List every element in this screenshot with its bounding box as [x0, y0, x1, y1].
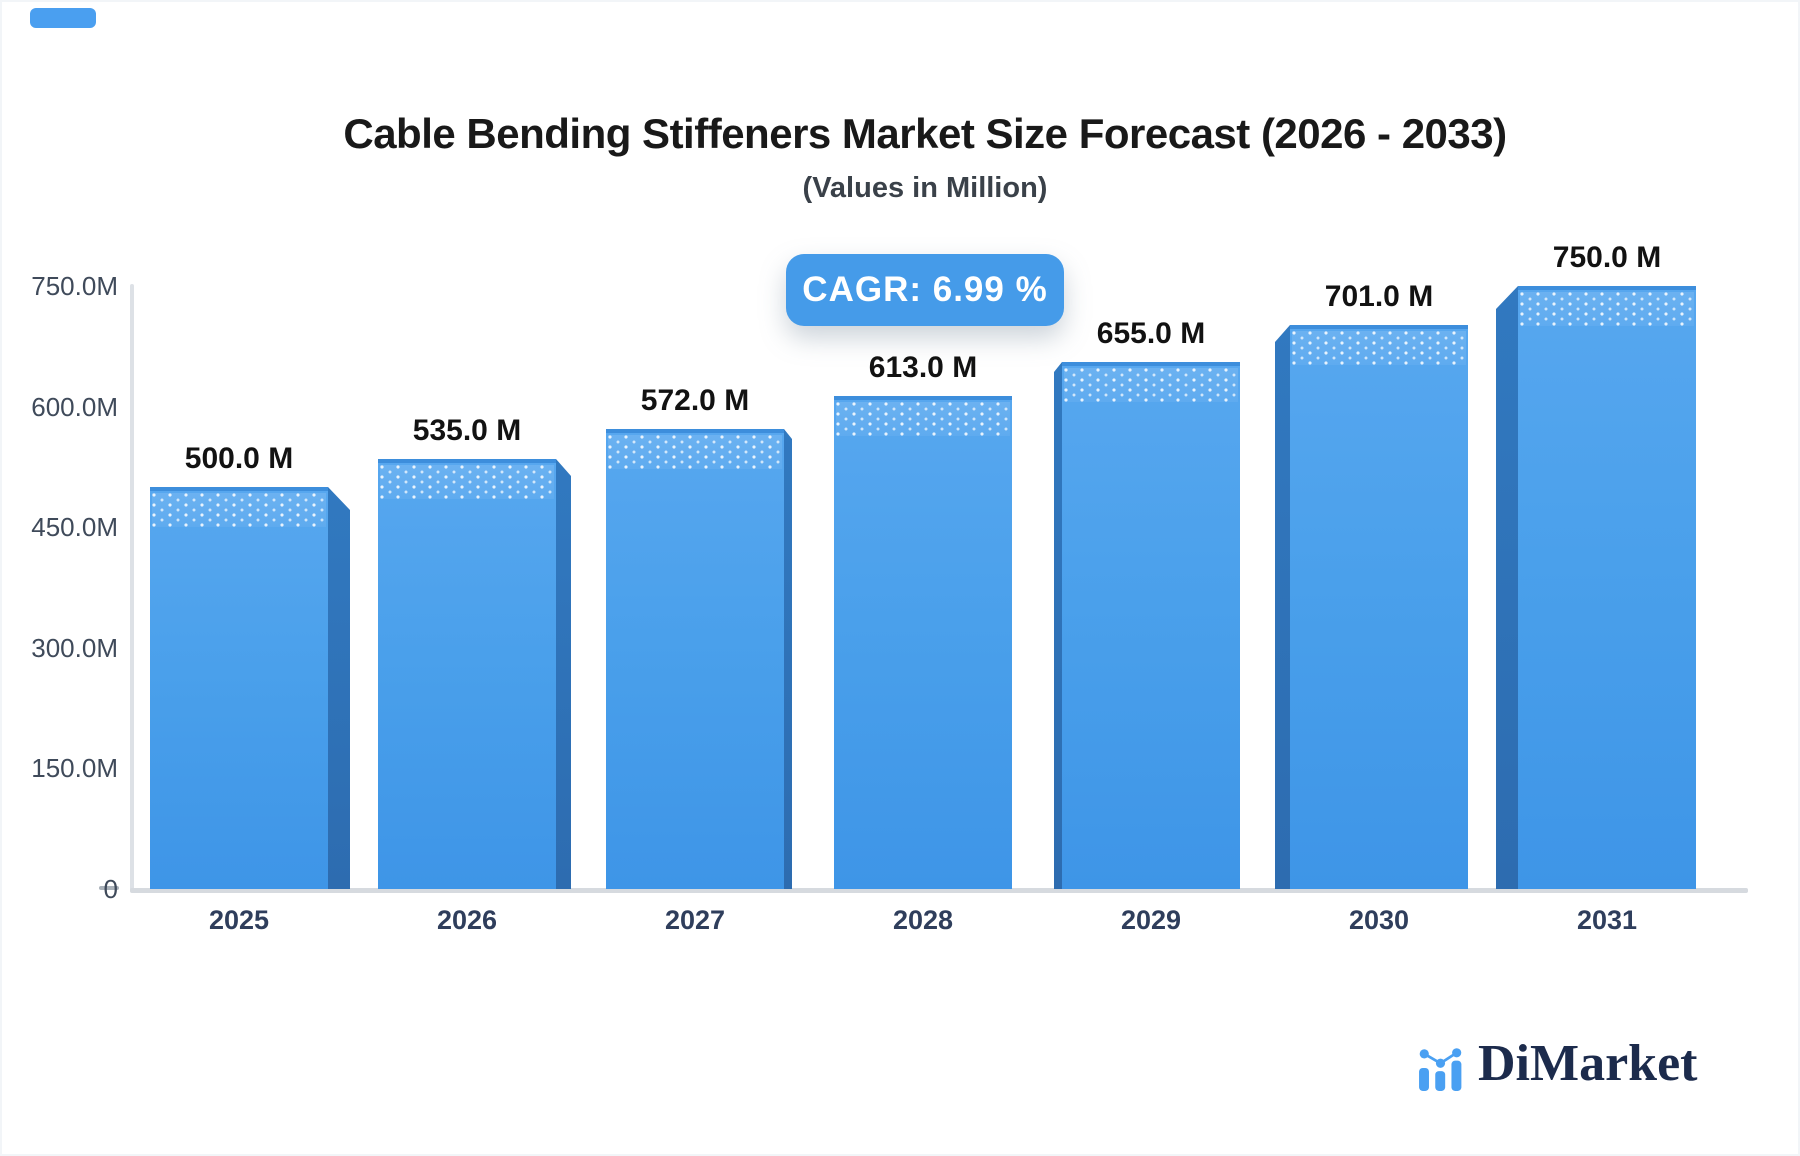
chart-subtitle: (Values in Million): [802, 172, 1048, 204]
x-axis-category-label: 2031: [1576, 905, 1638, 935]
x-axis-category-label: 2027: [664, 905, 726, 935]
bar-2025: [150, 487, 328, 889]
bar-3d-side: [556, 459, 571, 889]
bar-value-label: 500.0 M: [184, 442, 294, 475]
bar-3d-side: [1496, 286, 1518, 889]
bar-top-texture: [152, 493, 326, 527]
brand-logo: DiMarket: [1418, 1038, 1697, 1092]
y-axis-line: [130, 284, 134, 892]
y-axis-tick-label: 450.0M: [31, 512, 118, 543]
y-axis-tick-label: 150.0M: [31, 753, 118, 784]
bar-2027: [606, 429, 784, 889]
bar-top-texture: [1520, 292, 1694, 326]
bar-2029: [1062, 362, 1240, 889]
chart-title: Cable Bending Stiffeners Market Size For…: [343, 110, 1507, 157]
bar-value-label: 613.0 M: [868, 351, 978, 384]
bar-value-label: 701.0 M: [1324, 280, 1434, 313]
bar-2026: [378, 459, 556, 889]
y-axis-tick-label: 750.0M: [31, 271, 118, 301]
bar-value-label: 572.0 M: [640, 384, 750, 417]
bar-value-label: 655.0 M: [1096, 317, 1206, 350]
bar-top-texture: [836, 402, 1010, 436]
x-axis-category-label: 2026: [436, 905, 498, 935]
x-axis-category-label: 2025: [208, 905, 270, 935]
bar-line-chart-icon: [1419, 1048, 1462, 1091]
bar-value-label: 535.0 M: [412, 414, 522, 447]
brand-name: DiMarket: [1478, 1035, 1698, 1092]
bar-2028: [834, 396, 1012, 889]
y-axis-tick-label: 600.0M: [31, 391, 118, 422]
x-axis-category-label: 2029: [1120, 905, 1182, 935]
bar-2031: [1518, 286, 1696, 889]
bar-top-texture: [608, 435, 782, 469]
bar-top-texture: [1064, 368, 1238, 402]
bar-3d-side: [784, 429, 792, 889]
bar-3d-side: [328, 487, 350, 889]
y-axis-tick-label: 0: [103, 874, 118, 904]
bar-3d-side: [1054, 362, 1062, 889]
bar-value-label: 750.0 M: [1552, 241, 1662, 274]
accent-bar: [30, 8, 96, 28]
x-axis-baseline: [130, 888, 1748, 893]
cagr-badge: CAGR: 6.99 %: [786, 254, 1064, 326]
x-axis-category-label: 2030: [1348, 905, 1410, 935]
bar-top-texture: [380, 465, 554, 499]
x-axis-category-label: 2028: [892, 905, 954, 935]
bar-3d-side: [1275, 325, 1290, 889]
bar-2030: [1290, 325, 1468, 889]
zero-tick-mark: [99, 886, 119, 890]
bar-top-texture: [1292, 331, 1466, 365]
y-axis-tick-label: 300.0M: [31, 632, 118, 663]
